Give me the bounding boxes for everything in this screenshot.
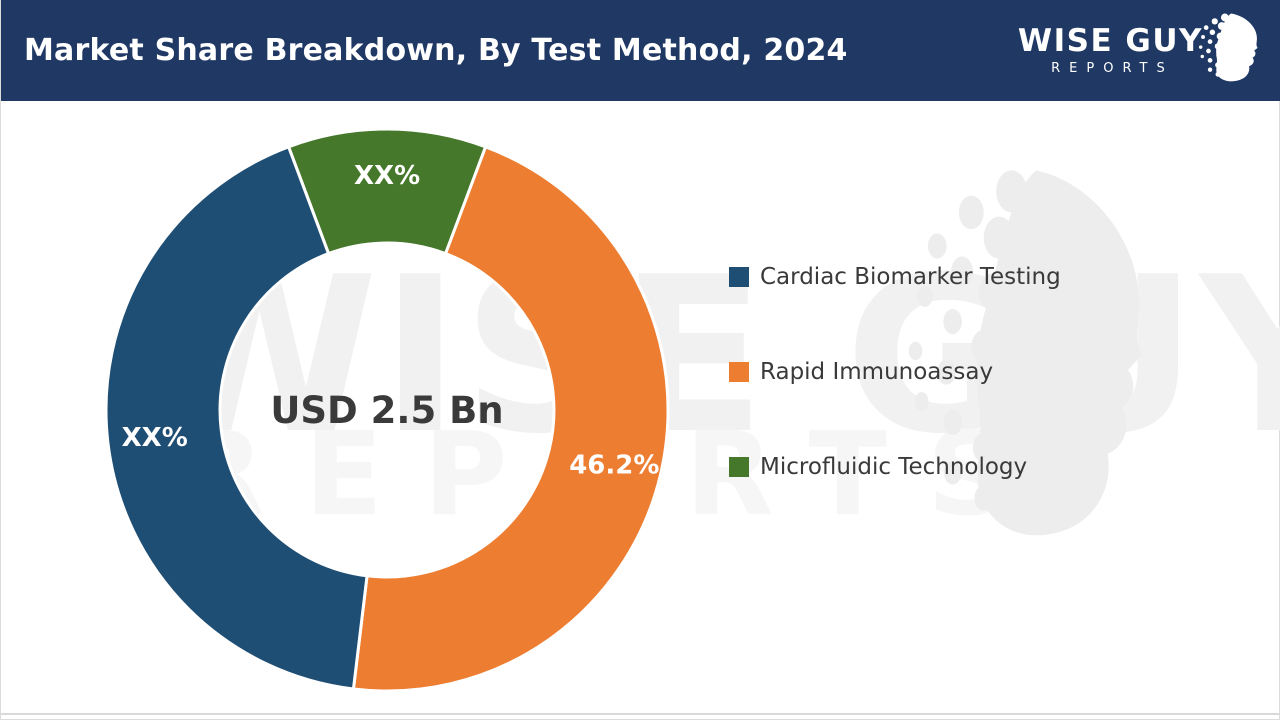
logo-wordmark: WISE GUY — [1017, 22, 1203, 59]
donut-segment-cardiac-biomarker-testing — [104, 145, 369, 691]
bottom-divider — [1, 713, 1280, 715]
donut-svg: XX% 46.2% XX% — [104, 127, 670, 693]
header: Market Share Breakdown, By Test Method, … — [1, 0, 1280, 101]
page-title: Market Share Breakdown, By Test Method, … — [24, 33, 848, 68]
donut-segment-value-label: 46.2% — [569, 450, 659, 480]
donut-segment-value-label: XX% — [354, 161, 420, 191]
legend-item-rapid-immunoassay: Rapid Immunoassay — [729, 359, 1061, 385]
legend: Cardiac Biomarker Testing Rapid Immunoass… — [729, 264, 1061, 480]
wise-guy-logo: WISE GUY REPORTS — [1018, 8, 1267, 94]
logo-subtext: REPORTS — [1051, 60, 1174, 76]
legend-swatch — [729, 457, 749, 477]
legend-swatch — [729, 267, 749, 287]
donut-segment-value-label: XX% — [122, 423, 188, 453]
legend-swatch — [729, 362, 749, 382]
legend-label: Microfluidic Technology — [760, 454, 1028, 480]
legend-item-microfluidic-technology: Microfluidic Technology — [729, 454, 1061, 480]
donut-segment-rapid-immunoassay — [351, 145, 670, 693]
legend-item-cardiac-biomarker-testing: Cardiac Biomarker Testing — [729, 264, 1061, 290]
legend-label: Rapid Immunoassay — [760, 359, 994, 385]
legend-label: Cardiac Biomarker Testing — [760, 264, 1061, 290]
donut-chart: XX% 46.2% XX% USD 2.5 Bn — [87, 110, 687, 710]
logo-text: WISE GUY REPORTS — [1017, 22, 1203, 76]
